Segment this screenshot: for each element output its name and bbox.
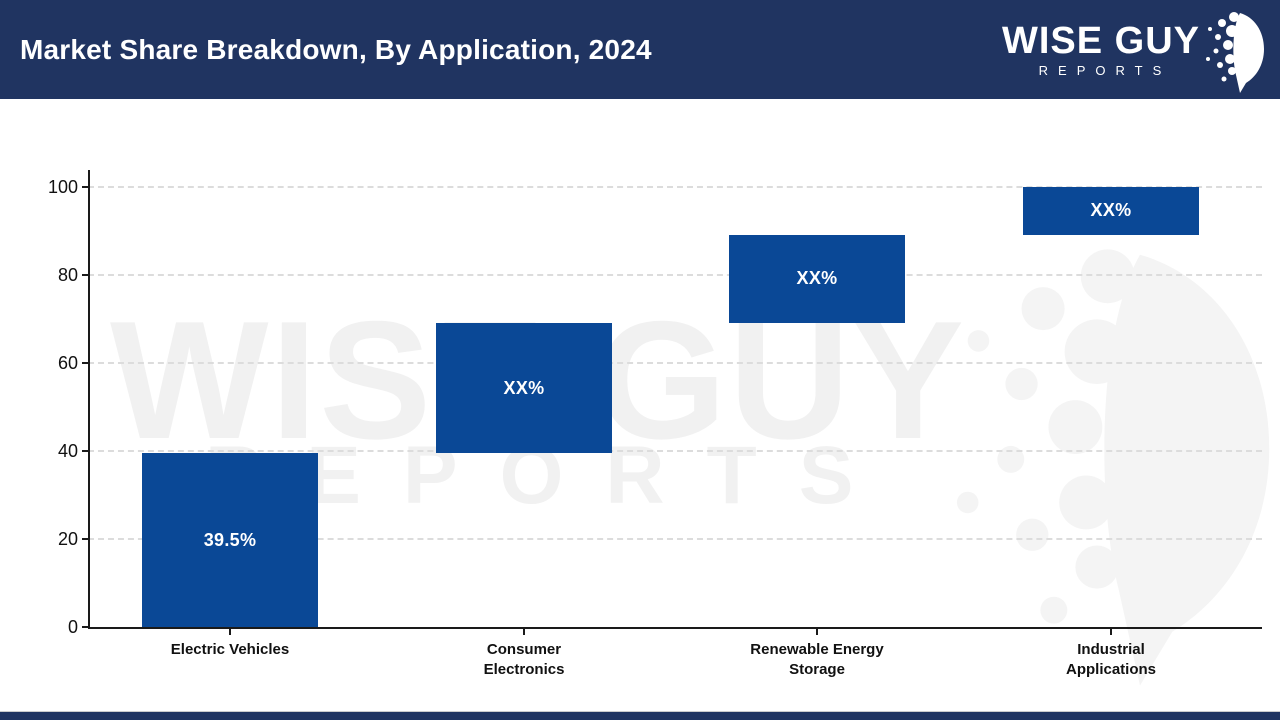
x-category-label-1: Electric Vehicles — [171, 640, 289, 660]
y-tick-label-80: 80 — [57, 265, 78, 285]
page-title: Market Share Breakdown, By Application, … — [20, 33, 652, 65]
x-category-line: Renewable Energy — [750, 641, 884, 658]
bar-value-label-4: XX% — [1090, 200, 1132, 221]
y-tick-label-40: 40 — [57, 441, 78, 461]
y-tick-mark-0 — [82, 626, 88, 628]
bar-value-label-2: XX% — [503, 377, 545, 398]
bar-value-label-1: 39.5% — [203, 529, 257, 550]
gridline-40 — [88, 450, 1262, 452]
logo-reports-label: REPORTS — [1038, 62, 1172, 78]
header-bar: Market Share Breakdown, By Application, … — [0, 0, 1280, 99]
y-tick-label-60: 60 — [57, 353, 78, 373]
x-category-line: Electronics — [483, 661, 565, 679]
y-tick-label-100: 100 — [47, 177, 78, 197]
footer-divider — [0, 711, 1280, 712]
footer-bar — [0, 712, 1280, 720]
y-tick-label-20: 20 — [57, 529, 78, 549]
x-axis — [88, 627, 1262, 629]
bar-3: XX% — [729, 234, 905, 323]
y-tick-mark-20 — [82, 538, 88, 540]
logo-text: WISE GUY REPORTS — [1002, 22, 1200, 78]
logo-head-icon — [1206, 11, 1264, 93]
y-tick-label-0: 0 — [67, 617, 78, 637]
bar-2: XX% — [436, 322, 612, 454]
gridline-60 — [88, 362, 1262, 364]
chart-area: WISE GUY REPORTS 0 20 40 60 80 100 39.5% Electr… — [0, 99, 1280, 712]
gridline-100 — [88, 186, 1262, 188]
x-tick-mark-2 — [523, 629, 525, 635]
x-tick-mark-4 — [1110, 629, 1112, 635]
bar-value-label-3: XX% — [796, 268, 838, 289]
gridline-20 — [88, 538, 1262, 540]
x-category-line: Industrial — [1077, 641, 1145, 658]
x-category-line: Electric Vehicles — [170, 641, 290, 658]
x-category-label-2: Consumer Electronics — [484, 640, 565, 681]
y-tick-mark-100 — [82, 186, 88, 188]
y-tick-mark-60 — [82, 362, 88, 364]
logo-wiseguy-label: WISE GUY — [1001, 19, 1200, 62]
y-tick-mark-80 — [82, 274, 88, 276]
x-tick-mark-3 — [816, 629, 818, 635]
gridline-80 — [88, 274, 1262, 276]
x-category-label-4: Industrial Applications — [1066, 640, 1156, 681]
x-category-line: Applications — [1065, 661, 1157, 679]
y-axis — [88, 170, 90, 629]
x-tick-mark-1 — [229, 629, 231, 635]
x-category-label-3: Renewable Energy Storage — [750, 640, 883, 681]
x-category-line: Storage — [789, 661, 845, 679]
logo: WISE GUY REPORTS — [1002, 7, 1266, 93]
y-tick-mark-40 — [82, 450, 88, 452]
watermark-head-icon — [956, 249, 1270, 686]
bar-4: XX% — [1023, 187, 1199, 235]
bar-1: 39.5% — [142, 453, 318, 627]
x-category-line: Consumer — [486, 641, 562, 658]
